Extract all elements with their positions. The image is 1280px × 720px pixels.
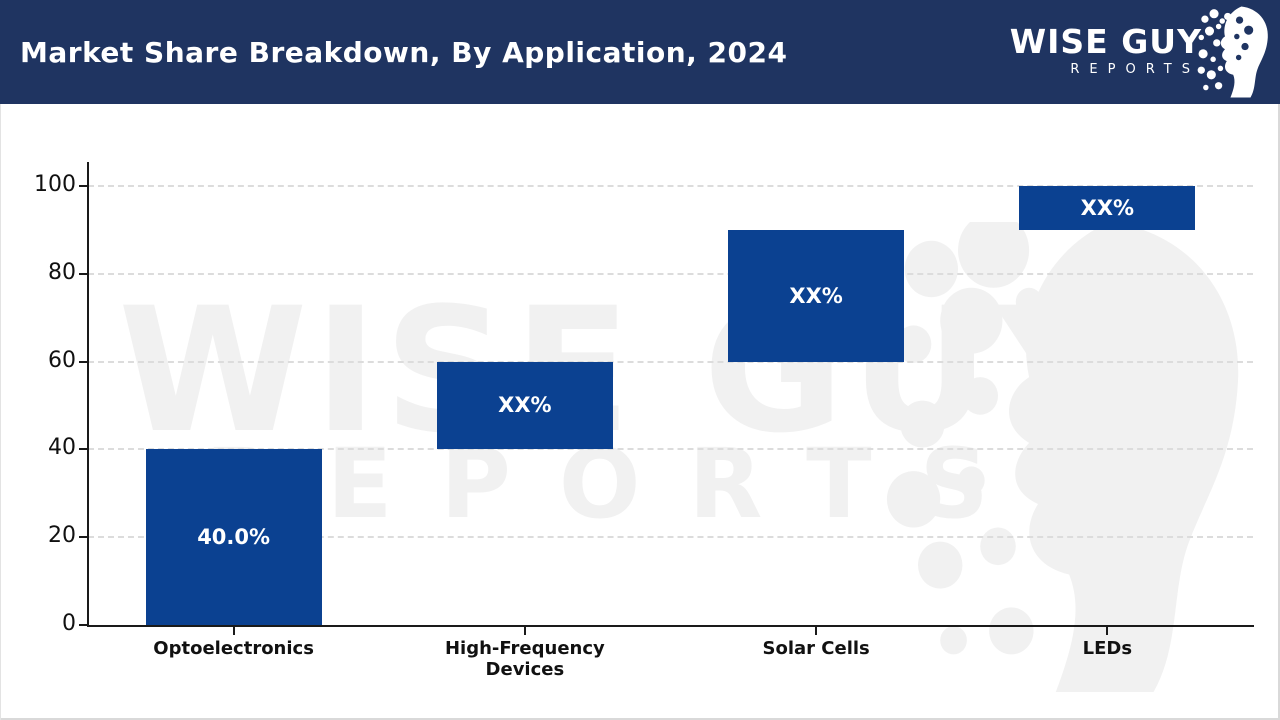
x-tick-mark bbox=[232, 627, 235, 635]
y-tick-label: 100 bbox=[34, 172, 76, 197]
x-tick-label-optoelectronics: Optoelectronics bbox=[153, 638, 314, 659]
gridline bbox=[88, 448, 1253, 451]
y-tick-mark bbox=[79, 360, 87, 363]
chart-title: Market Share Breakdown, By Application, … bbox=[20, 36, 788, 69]
watermark-head-icon bbox=[886, 222, 1239, 692]
bar-high-frequency-devices: XX% bbox=[436, 361, 613, 450]
bar-value-label: XX% bbox=[1080, 195, 1135, 220]
x-tick-mark bbox=[1106, 627, 1109, 635]
y-tick-mark bbox=[79, 272, 87, 275]
y-tick-mark bbox=[79, 185, 87, 187]
gridline bbox=[88, 536, 1253, 539]
y-tick-label: 40 bbox=[48, 435, 76, 461]
x-axis-spine bbox=[87, 625, 1254, 627]
brand-subtitle: REPORTS bbox=[1070, 62, 1200, 77]
y-tick-label: 20 bbox=[48, 523, 76, 549]
brand-logo: WISE GUY REPORTS bbox=[1009, 0, 1272, 104]
y-tick-label: 60 bbox=[48, 347, 76, 373]
y-tick-mark bbox=[79, 448, 87, 451]
bar-optoelectronics: 40.0% bbox=[145, 449, 322, 625]
y-tick-mark bbox=[79, 624, 87, 626]
figure-border-left bbox=[0, 104, 1, 720]
x-tick-label-leds: LEDs bbox=[1082, 638, 1133, 659]
figure-border-bottom bbox=[0, 718, 1280, 720]
bar-value-label: XX% bbox=[498, 393, 552, 418]
wiseguy-head-icon bbox=[1197, 6, 1268, 98]
bar-leds: XX% bbox=[1019, 186, 1196, 230]
gridline bbox=[88, 360, 1253, 363]
header-banner: Market Share Breakdown, By Application, … bbox=[0, 0, 1280, 104]
x-tick-label-high-frequency-devices: High-Frequency Devices bbox=[444, 638, 605, 680]
x-tick-mark bbox=[815, 627, 818, 635]
brand-name: WISE GUY bbox=[1009, 22, 1202, 61]
gridline bbox=[88, 272, 1253, 275]
y-tick-mark bbox=[79, 536, 87, 539]
bar-value-label: XX% bbox=[789, 283, 843, 308]
y-axis-spine bbox=[87, 162, 89, 627]
y-tick-label: 80 bbox=[48, 259, 76, 285]
x-tick-label-solar-cells: Solar Cells bbox=[762, 638, 870, 659]
x-tick-mark bbox=[523, 627, 526, 635]
figure-border-right bbox=[1278, 104, 1280, 720]
y-tick-label: 0 bbox=[62, 611, 76, 636]
bar-value-label: 40.0% bbox=[197, 525, 271, 550]
bar-solar-cells: XX% bbox=[728, 229, 905, 362]
gridline bbox=[88, 185, 1253, 187]
